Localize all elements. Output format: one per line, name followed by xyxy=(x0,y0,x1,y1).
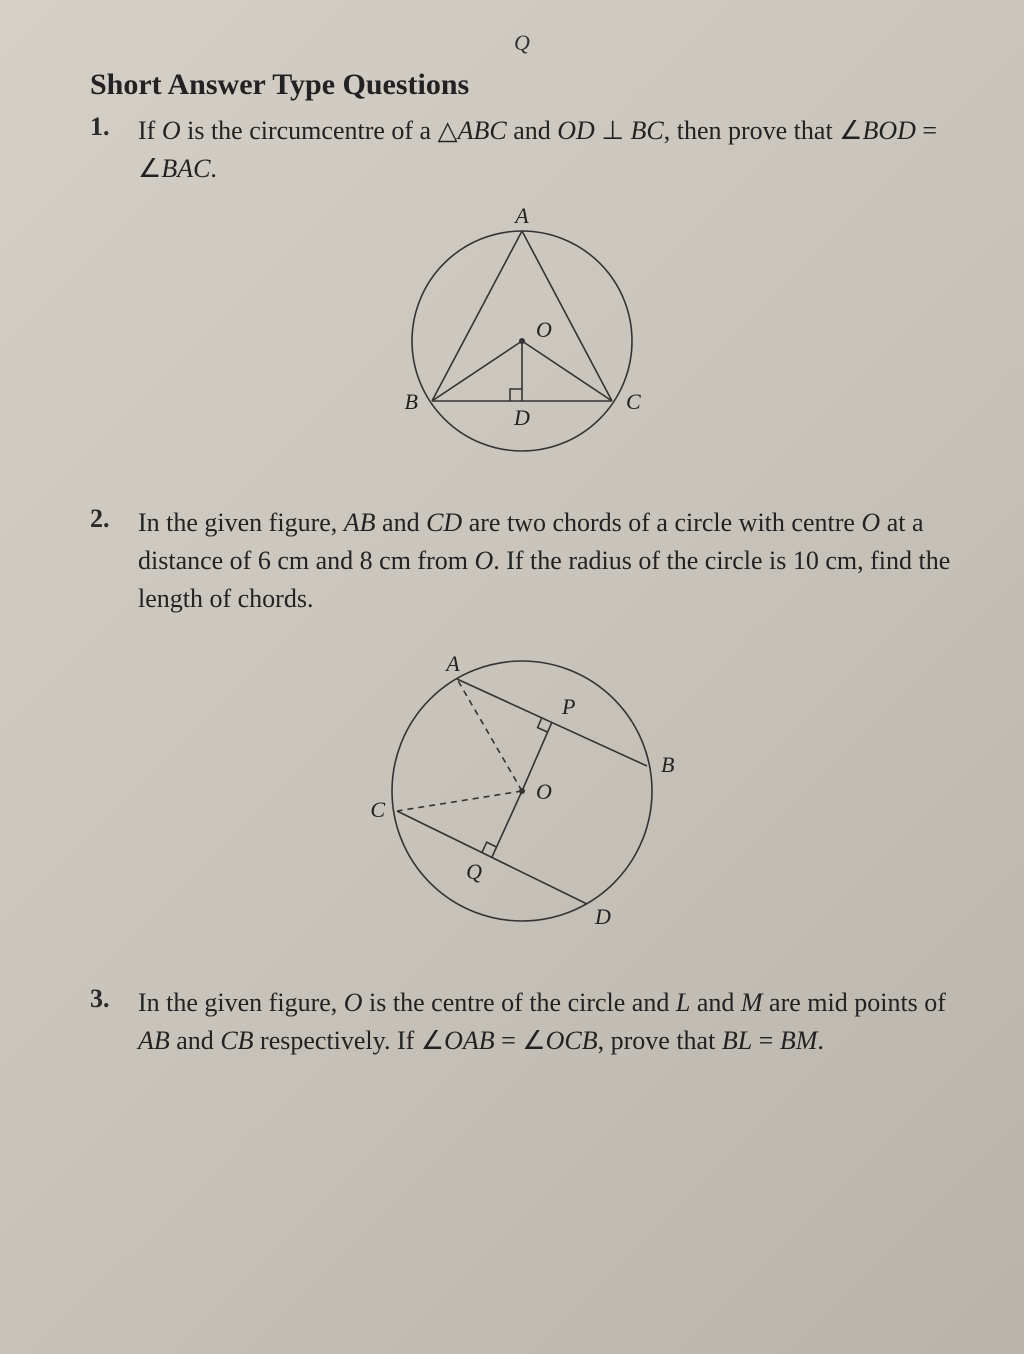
svg-text:Q: Q xyxy=(466,859,482,884)
figure-1: A B C O D xyxy=(90,201,954,476)
question-2-number: 2. xyxy=(90,504,138,534)
svg-text:C: C xyxy=(370,797,385,822)
question-1-text: If O is the circumcentre of a △ABC and O… xyxy=(138,112,954,187)
top-page-label: Q xyxy=(90,30,954,56)
figure-2: A B C D O P Q xyxy=(90,631,954,956)
figure-2-svg: A B C D O P Q xyxy=(352,631,692,951)
svg-text:D: D xyxy=(513,405,530,430)
svg-text:P: P xyxy=(561,694,575,719)
question-1: 1. If O is the circumcentre of a △ABC an… xyxy=(90,112,954,187)
svg-text:O: O xyxy=(536,317,552,342)
svg-text:D: D xyxy=(594,904,611,929)
svg-text:O: O xyxy=(536,779,552,804)
svg-text:A: A xyxy=(513,203,529,228)
question-2: 2. In the given figure, AB and CD are tw… xyxy=(90,504,954,617)
svg-text:C: C xyxy=(626,389,641,414)
question-1-number: 1. xyxy=(90,112,138,142)
question-3-text: In the given figure, O is the centre of … xyxy=(138,984,954,1059)
figure-1-svg: A B C O D xyxy=(372,201,672,471)
section-title: Short Answer Type Questions xyxy=(90,68,954,102)
question-2-text: In the given figure, AB and CD are two c… xyxy=(138,504,954,617)
question-3: 3. In the given figure, O is the centre … xyxy=(90,984,954,1059)
svg-text:B: B xyxy=(405,389,418,414)
svg-text:B: B xyxy=(661,752,674,777)
svg-text:A: A xyxy=(444,651,460,676)
question-3-number: 3. xyxy=(90,984,138,1014)
page: Q Short Answer Type Questions 1. If O is… xyxy=(0,0,1024,1354)
